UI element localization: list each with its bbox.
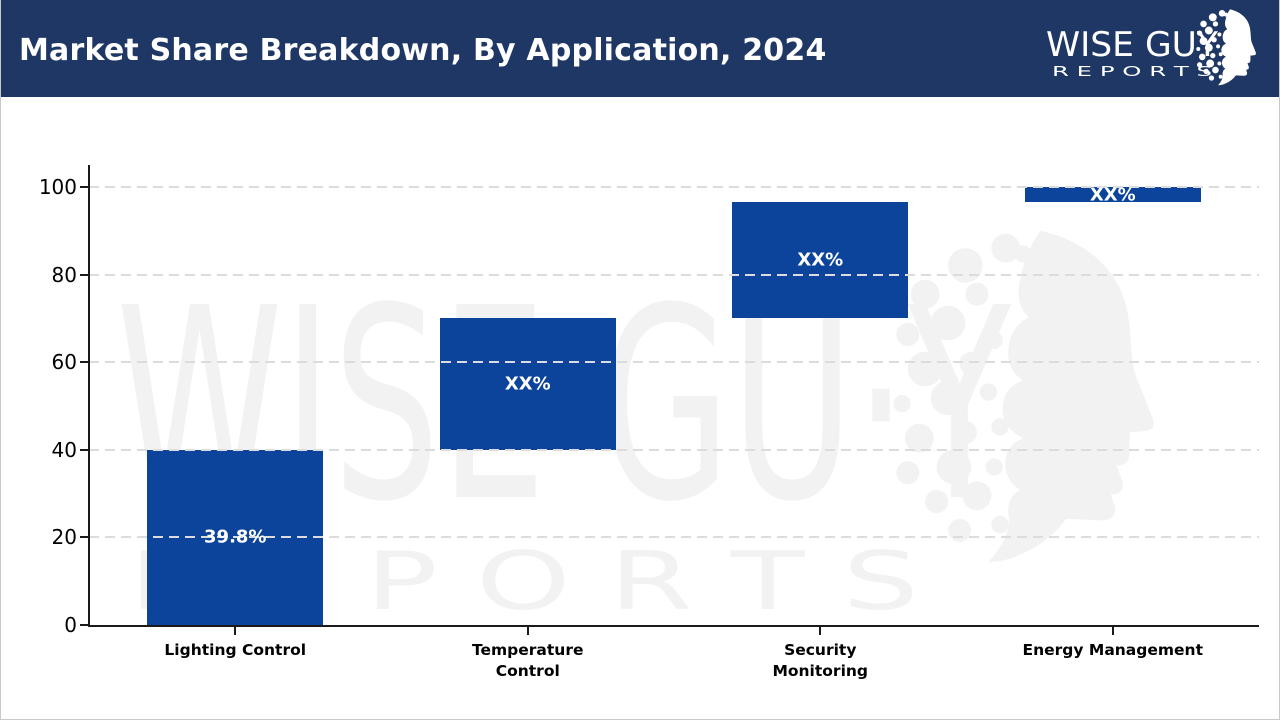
bar-segment — [1024, 187, 1201, 203]
y-tick-label: 20 — [51, 525, 77, 550]
bar-value-label: 39.8% — [204, 526, 267, 548]
y-tick-mark — [80, 186, 89, 188]
gridline — [89, 273, 1259, 276]
bar-value-label: XX% — [504, 373, 551, 395]
category-label: Lighting Control — [164, 641, 307, 659]
bar-value-label-back: 39.8% — [204, 526, 267, 548]
gridline — [89, 361, 1259, 364]
header-band: Market Share Breakdown, By Application, … — [1, 0, 1279, 97]
y-tick-mark — [80, 448, 89, 451]
watermark-face-icon — [879, 225, 1167, 565]
bar-value-label-back: XX% — [1089, 184, 1136, 206]
bar-value-label-back: XX% — [797, 249, 844, 271]
wiseguy-logo-text: WISE GUY R E P O R T S — [1046, 25, 1218, 80]
gridline — [89, 186, 1259, 188]
y-tick-mark — [80, 536, 89, 539]
bar-value-label-clip: XX% — [732, 202, 908, 318]
gridline — [89, 448, 1259, 451]
x-tick-mark — [526, 627, 529, 635]
category-label: Security Monitoring — [772, 641, 869, 680]
y-axis-line — [88, 165, 90, 627]
y-tick-mark — [80, 361, 89, 364]
x-tick-mark — [1111, 627, 1114, 635]
x-tick-mark — [234, 627, 237, 635]
gridline — [89, 536, 1259, 539]
category-label: Temperature Control — [472, 641, 584, 680]
logo-wordmark: WISE GUY — [1046, 25, 1218, 65]
x-axis-line — [88, 625, 1259, 627]
page-title: Market Share Breakdown, By Application, … — [19, 33, 827, 68]
chart-area: WISE GU·Y R E P O R T S 39.8% 39.8% XX% XX%… — [1, 97, 1279, 719]
category-label: Energy Management — [1022, 641, 1203, 659]
bar-value-label-clip: XX% — [440, 318, 616, 449]
bar-segment — [732, 202, 909, 319]
x-tick-mark — [819, 627, 822, 635]
y-tick-mark — [80, 273, 89, 276]
y-tick-mark — [80, 624, 89, 626]
y-tick-label: 60 — [51, 350, 77, 375]
bar-value-label-back: XX% — [504, 373, 551, 395]
bar-value-label-clip: 39.8% — [147, 450, 323, 625]
bar-value-label: XX% — [797, 249, 844, 271]
y-tick-label: 0 — [64, 613, 77, 637]
wiseguy-face-icon — [1193, 7, 1259, 87]
bar-segment — [439, 318, 616, 450]
y-tick-label: 40 — [51, 437, 77, 462]
bar-value-label-clip: XX% — [1025, 187, 1201, 202]
bar-value-label: XX% — [1089, 187, 1136, 203]
y-tick-label: 80 — [51, 262, 77, 287]
logo-subtitle: R E P O R T S — [1052, 64, 1212, 80]
y-tick-label: 100 — [38, 175, 77, 199]
